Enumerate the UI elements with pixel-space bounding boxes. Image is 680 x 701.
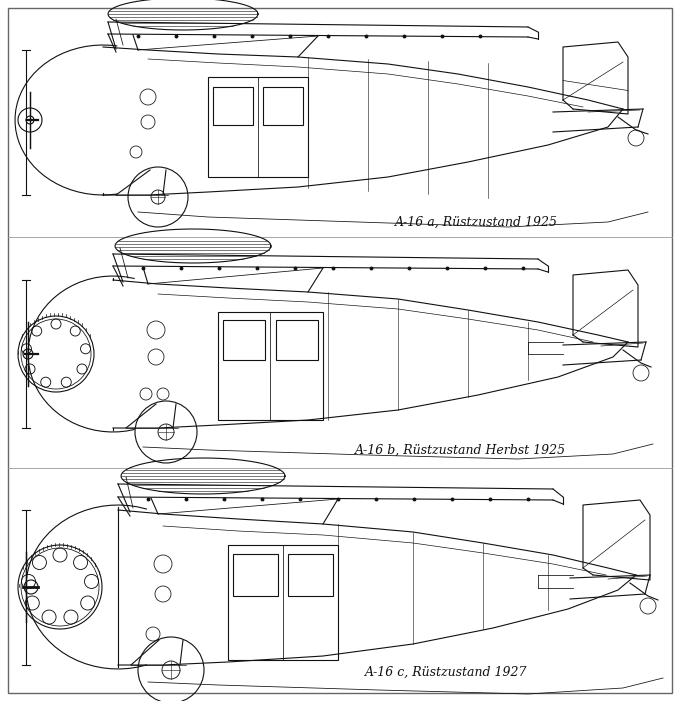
Bar: [218, 312, 323, 420]
Bar: [213, 87, 253, 125]
Bar: [288, 554, 333, 596]
Bar: [263, 87, 303, 125]
Bar: [208, 77, 308, 177]
Text: A-16 c, Rüstzustand 1927: A-16 c, Rüstzustand 1927: [365, 665, 528, 679]
Bar: [228, 545, 338, 660]
Text: A-16 b, Rüstzustand Herbst 1925: A-16 b, Rüstzustand Herbst 1925: [355, 444, 566, 456]
Bar: [276, 320, 318, 360]
Bar: [233, 554, 278, 596]
Text: A-16 a, Rüstzustand 1925: A-16 a, Rüstzustand 1925: [395, 215, 558, 229]
Bar: [223, 320, 265, 360]
